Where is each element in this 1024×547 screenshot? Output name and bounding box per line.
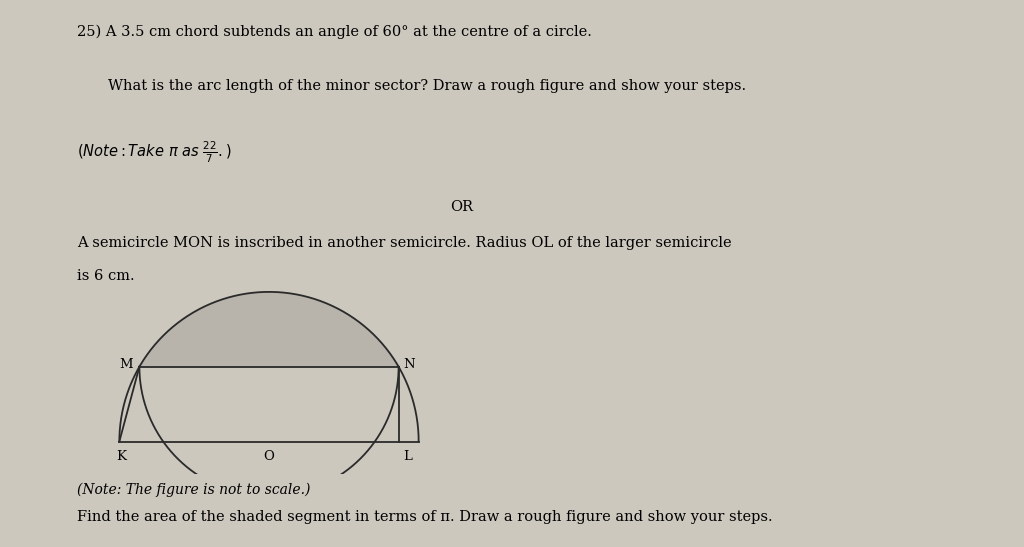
Text: L: L <box>402 450 412 463</box>
Text: M: M <box>120 358 133 371</box>
Text: (Note: The figure is not to scale.): (Note: The figure is not to scale.) <box>77 482 310 497</box>
Text: K: K <box>116 450 126 463</box>
Text: OR: OR <box>451 200 473 214</box>
Text: N: N <box>402 358 415 371</box>
Text: A semicircle MON is inscribed in another semicircle. Radius OL of the larger sem: A semicircle MON is inscribed in another… <box>77 236 731 251</box>
Text: $\it{(Note: Take\ \pi\ as\ \frac{22}{7}.)}$: $\it{(Note: Take\ \pi\ as\ \frac{22}{7}.… <box>77 139 231 165</box>
Text: What is the arc length of the minor sector? Draw a rough figure and show your st: What is the arc length of the minor sect… <box>108 79 745 94</box>
Text: O: O <box>263 450 274 463</box>
Text: Find the area of the shaded segment in terms of π. Draw a rough figure and show : Find the area of the shaded segment in t… <box>77 510 772 524</box>
Polygon shape <box>139 292 398 366</box>
Text: 25) A 3.5 cm chord subtends an angle of 60° at the centre of a circle.: 25) A 3.5 cm chord subtends an angle of … <box>77 25 592 39</box>
Text: is 6 cm.: is 6 cm. <box>77 269 134 283</box>
